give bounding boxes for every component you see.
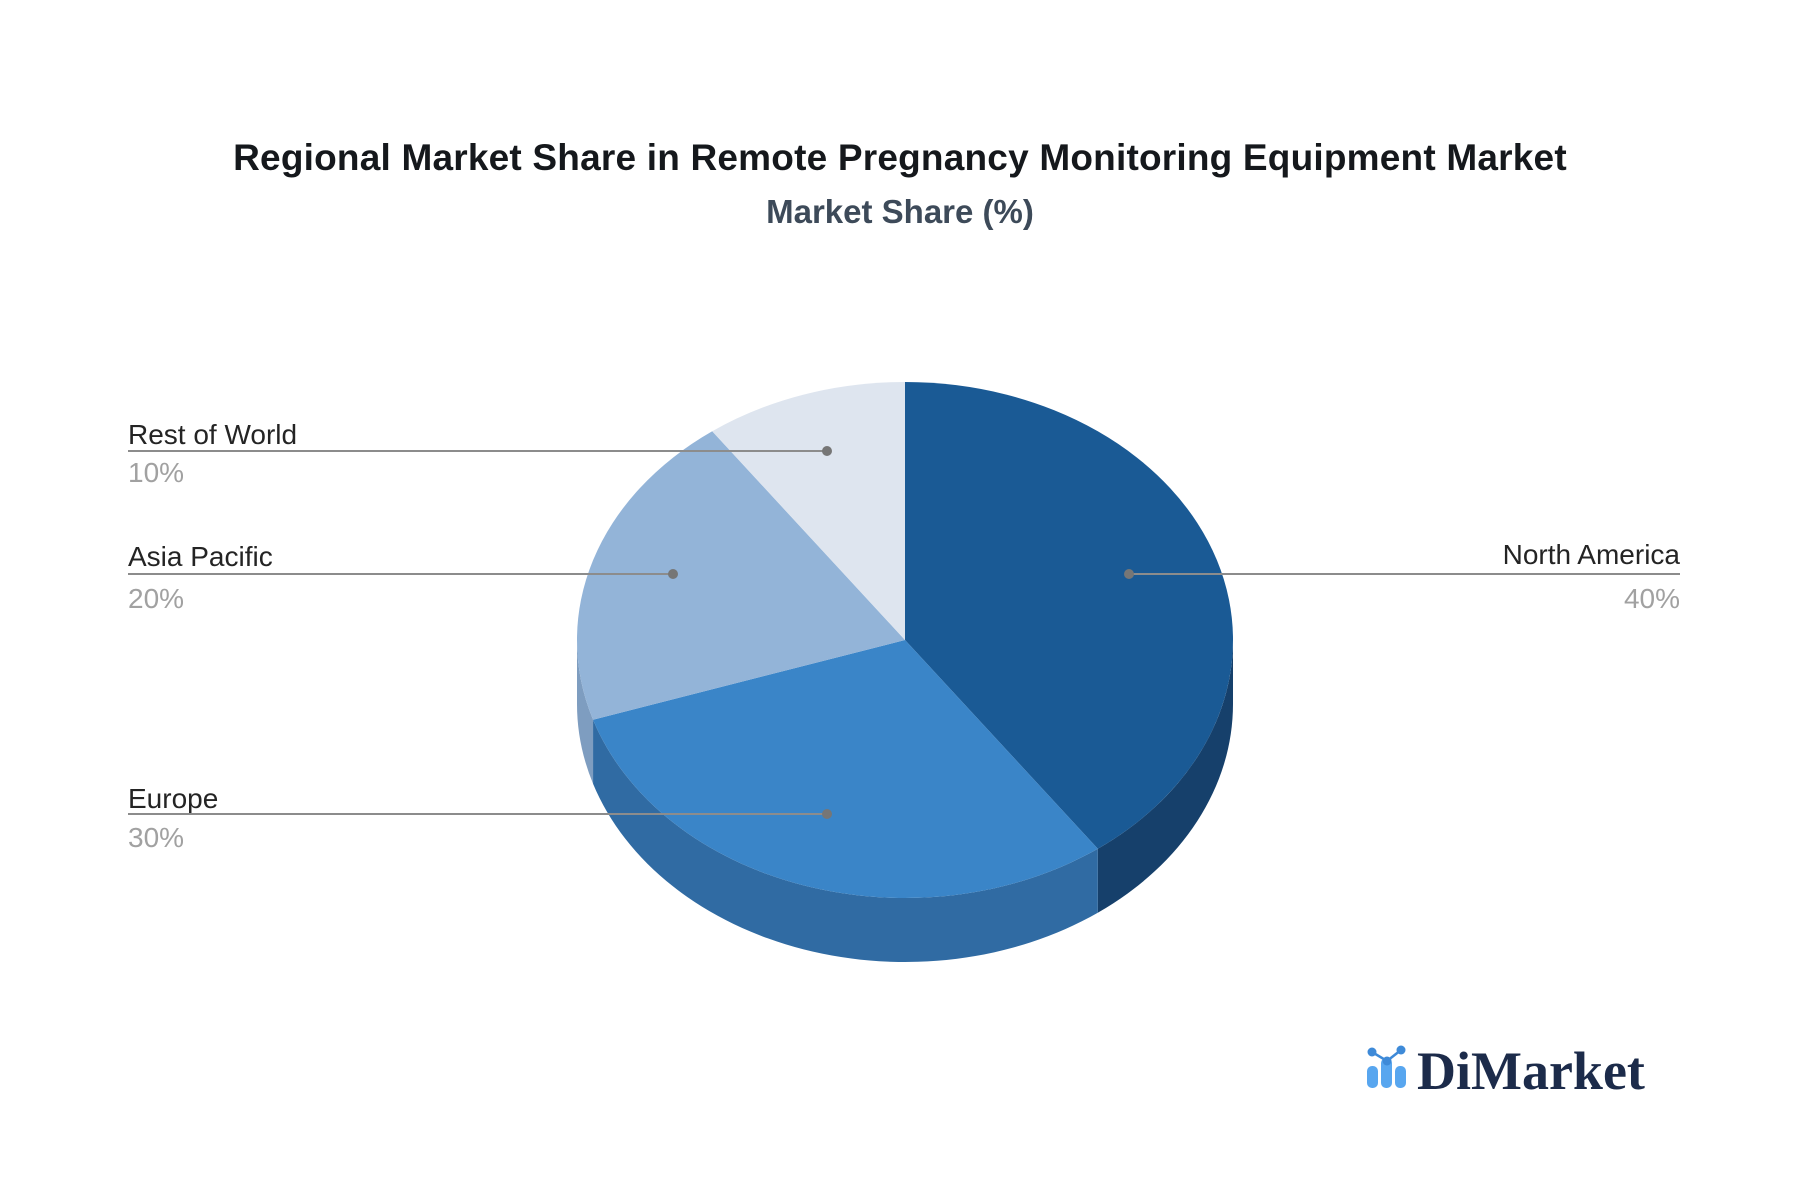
callout-label-north-america: North America: [1502, 539, 1680, 570]
callout-label-asia-pacific: Asia Pacific: [128, 541, 273, 572]
chart-title: Regional Market Share in Remote Pregnanc…: [233, 137, 1567, 178]
leader-line-europe: [128, 813, 827, 815]
brand-name: DiMarket: [1417, 1041, 1645, 1101]
leader-line-asia-pacific: [128, 573, 673, 575]
brand-logo: DiMarket: [1363, 1040, 1693, 1110]
leader-line-rest-of-world: [128, 450, 827, 452]
pie-slice-asia-pacific: [576, 431, 905, 720]
pie-side-north-america: [1097, 640, 1233, 913]
callout-label-europe: Europe: [128, 783, 219, 814]
leader-dot-north-america: [1124, 569, 1134, 579]
leader-dot-asia-pacific: [668, 569, 678, 579]
chart-subtitle: Market Share (%): [766, 193, 1034, 230]
pie-side-asia-pacific: [577, 640, 594, 784]
leader-line-north-america: [1129, 573, 1680, 575]
pie-slice-north-america: [905, 382, 1234, 849]
callout-percent-rest-of-world: 10%: [128, 457, 185, 488]
pie-slice-europe: [593, 640, 1098, 899]
callout-percent-north-america: 40%: [1623, 583, 1680, 614]
leader-dot-rest-of-world: [822, 446, 832, 456]
pie-side-europe: [593, 719, 1098, 963]
callout-percent-asia-pacific: 20%: [128, 583, 185, 614]
callout-percent-europe: 30%: [128, 822, 185, 853]
bar-line-chart-icon: [1367, 1045, 1406, 1088]
leader-dot-europe: [822, 809, 832, 819]
pie-slice-rest-of-world: [712, 382, 905, 640]
callout-label-rest-of-world: Rest of World: [128, 419, 298, 450]
